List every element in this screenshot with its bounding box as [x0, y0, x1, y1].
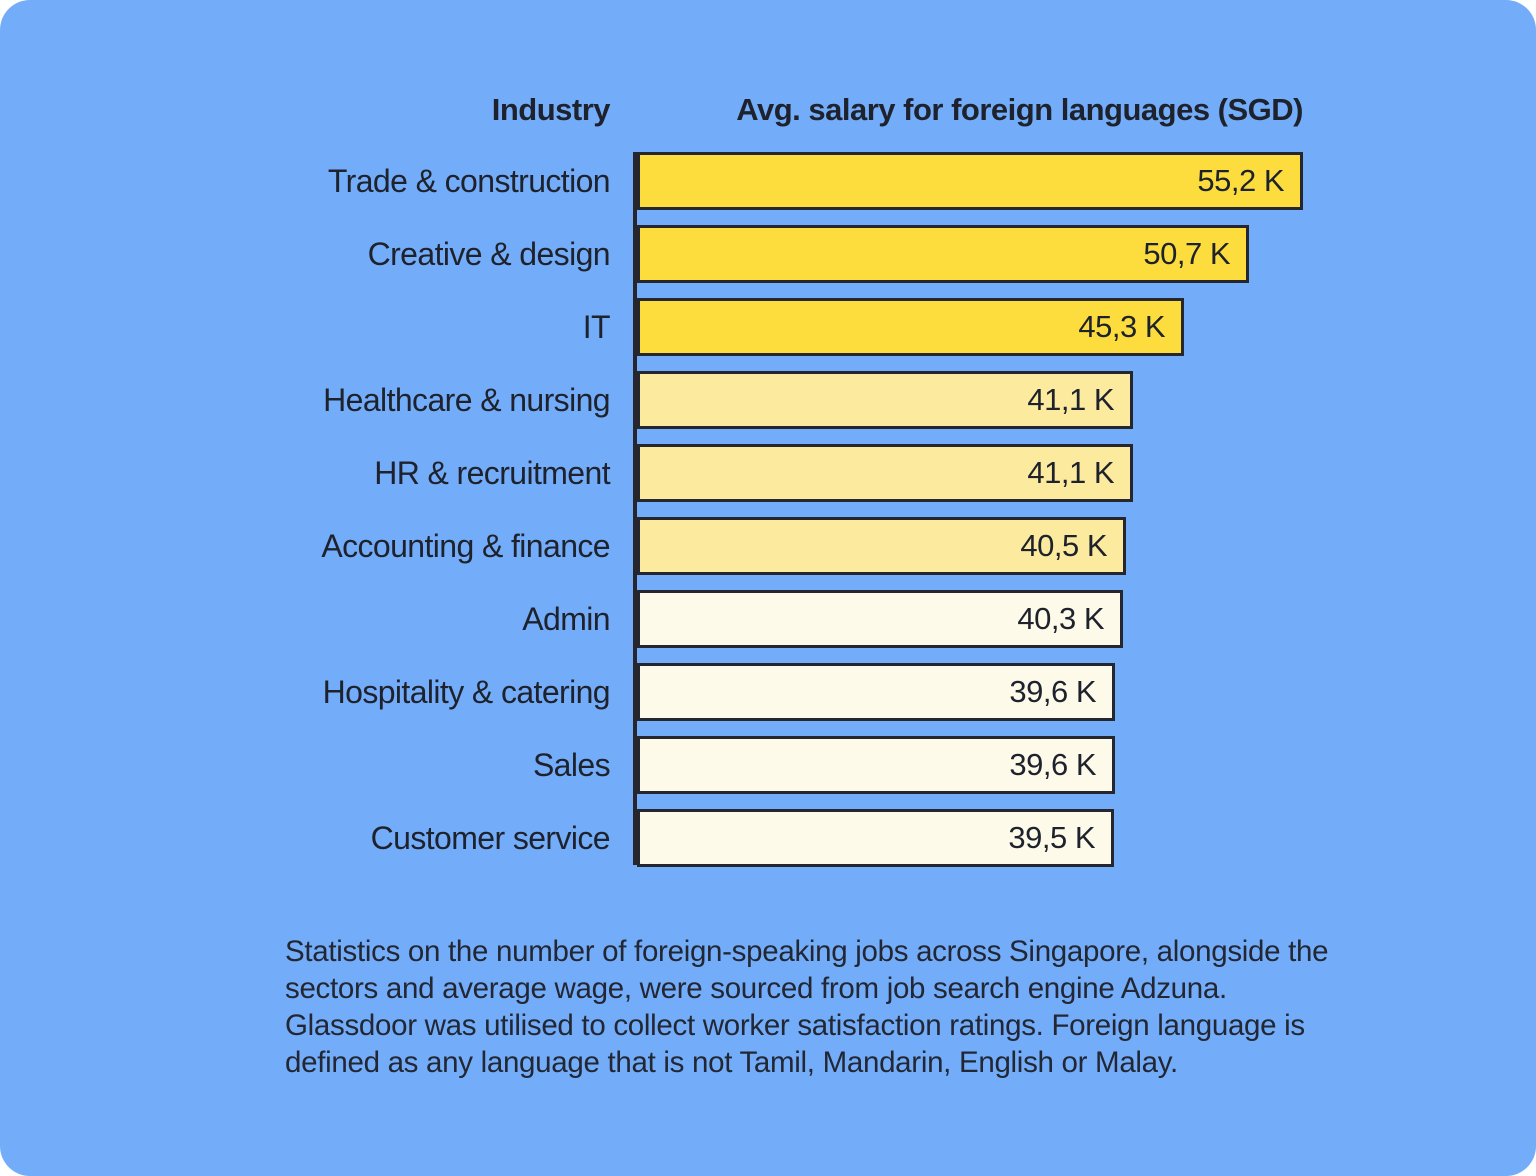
- bar-row: Healthcare & nursing 41,1 K: [0, 371, 1536, 429]
- category-label: Customer service: [370, 819, 611, 856]
- bar-value-label: 39,6 K: [1009, 674, 1096, 709]
- category-label: HR & recruitment: [374, 454, 610, 491]
- category-label: Creative & design: [367, 235, 611, 272]
- bar-value-label: 55,2 K: [1197, 163, 1284, 198]
- bar: 55,2 K: [637, 152, 1303, 210]
- bar: 40,3 K: [637, 590, 1123, 648]
- salary-bar-chart: Industry Avg. salary for foreign languag…: [0, 90, 1536, 1079]
- bar: 39,6 K: [637, 736, 1115, 794]
- category-label: Accounting & finance: [321, 527, 610, 564]
- bar-row: HR & recruitment 41,1 K: [0, 444, 1536, 502]
- bar: 40,5 K: [637, 517, 1126, 575]
- bar-row: Admin 40,3 K: [0, 590, 1536, 648]
- category-label: Admin: [522, 600, 610, 637]
- bar-value-label: 39,5 K: [1008, 820, 1095, 855]
- category-label: Sales: [532, 746, 611, 783]
- bar: 45,3 K: [637, 298, 1184, 356]
- bar-row: IT 45,3 K: [0, 298, 1536, 356]
- axis-line: [633, 152, 637, 865]
- category-label: Healthcare & nursing: [323, 381, 610, 418]
- bar-row: Sales 39,6 K: [0, 736, 1536, 794]
- bar-value-label: 45,3 K: [1078, 309, 1165, 344]
- bar: 39,6 K: [637, 663, 1115, 721]
- bar-row: Customer service 39,5 K: [0, 809, 1536, 867]
- industry-column-header: Industry: [491, 92, 611, 127]
- bar-row: Trade & construction 55,2 K: [0, 152, 1536, 210]
- bar-value-label: 40,5 K: [1020, 528, 1107, 563]
- bar-row: Hospitality & catering 39,6 K: [0, 663, 1536, 721]
- footnote: Statistics on the number of foreign-spea…: [285, 935, 1329, 1079]
- bar: 41,1 K: [637, 444, 1133, 502]
- bar-value-label: 50,7 K: [1143, 236, 1230, 271]
- bar: 39,5 K: [637, 809, 1114, 867]
- bar-value-label: 39,6 K: [1009, 747, 1096, 782]
- bar-value-label: 40,3 K: [1017, 601, 1104, 636]
- bar-row: Accounting & finance 40,5 K: [0, 517, 1536, 575]
- category-label: Trade & construction: [327, 162, 611, 199]
- salary-column-header: Avg. salary for foreign languages (SGD): [736, 92, 1303, 127]
- bar-row: Creative & design 50,7 K: [0, 225, 1536, 283]
- bar-value-label: 41,1 K: [1027, 382, 1114, 417]
- chart-header-row: Industry Avg. salary for foreign languag…: [0, 90, 1536, 128]
- bar: 50,7 K: [637, 225, 1249, 283]
- category-label: Hospitality & catering: [322, 673, 611, 710]
- bar: 41,1 K: [637, 371, 1133, 429]
- category-label: IT: [582, 308, 611, 345]
- bar-rows: Trade & construction 55,2 K Creative & d…: [0, 152, 1536, 867]
- bar-value-label: 41,1 K: [1027, 455, 1114, 490]
